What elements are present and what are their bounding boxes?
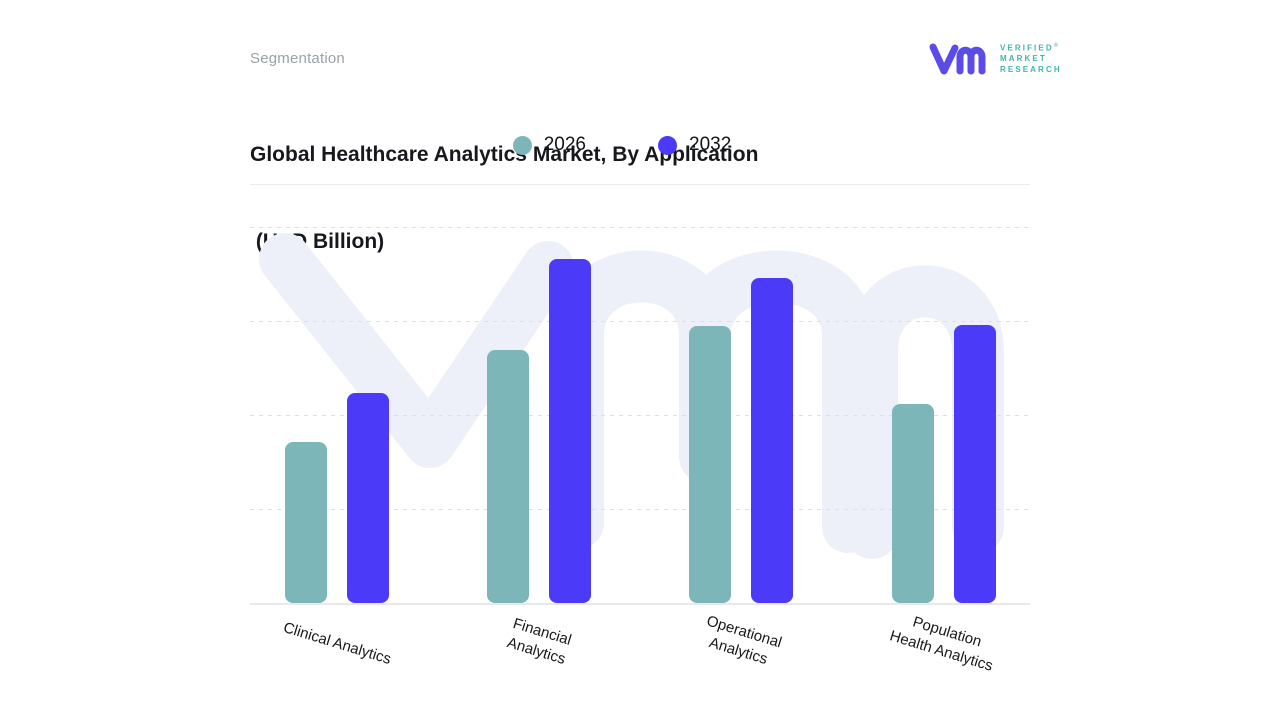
- x-axis-label: Clinical Analytics: [281, 619, 394, 668]
- bar-2026-2: [487, 350, 529, 603]
- section-eyebrow: Segmentation: [250, 50, 345, 67]
- vmr-logo-wordmark: VERIFIED® MARKET RESEARCH: [1000, 42, 1062, 74]
- bar-2032-1: [347, 393, 389, 603]
- x-axis-label: Financial Analytics: [505, 615, 574, 669]
- chart-legend: 2026 2032: [232, 134, 1012, 156]
- legend-label-2032: 2032: [689, 134, 732, 155]
- x-axis-label: Operational Analytics: [704, 612, 784, 669]
- bar-2026-4: [892, 404, 934, 603]
- legend-swatch-2026: [512, 135, 532, 155]
- bar-2026-3: [689, 326, 731, 603]
- gridline: [250, 415, 1030, 416]
- header-divider: [250, 184, 1030, 185]
- x-axis-label: Population Health Analytics: [887, 613, 995, 676]
- bar-2032-2: [549, 259, 591, 603]
- legend-item-2032: 2032: [658, 134, 731, 156]
- bar-2026-1: [285, 442, 327, 603]
- legend-swatch-2032: [658, 135, 677, 155]
- legend-item-2026: 2026: [512, 134, 586, 156]
- gridline: [250, 509, 1030, 510]
- bar-2032-4: [954, 325, 996, 603]
- x-axis-labels: Clinical Analytics Financial Analytics Oper…: [250, 613, 1030, 712]
- vmr-logo-icon: [929, 43, 986, 75]
- legend-label-2026: 2026: [543, 134, 586, 155]
- bar-2032-3: [751, 278, 793, 603]
- vmr-logo: VERIFIED® MARKET RESEARCH: [926, 36, 1062, 80]
- gridline: [250, 227, 1030, 228]
- registered-trademark-icon: ®: [1053, 42, 1059, 49]
- plot-area: [250, 227, 1030, 605]
- gridline: [250, 321, 1030, 322]
